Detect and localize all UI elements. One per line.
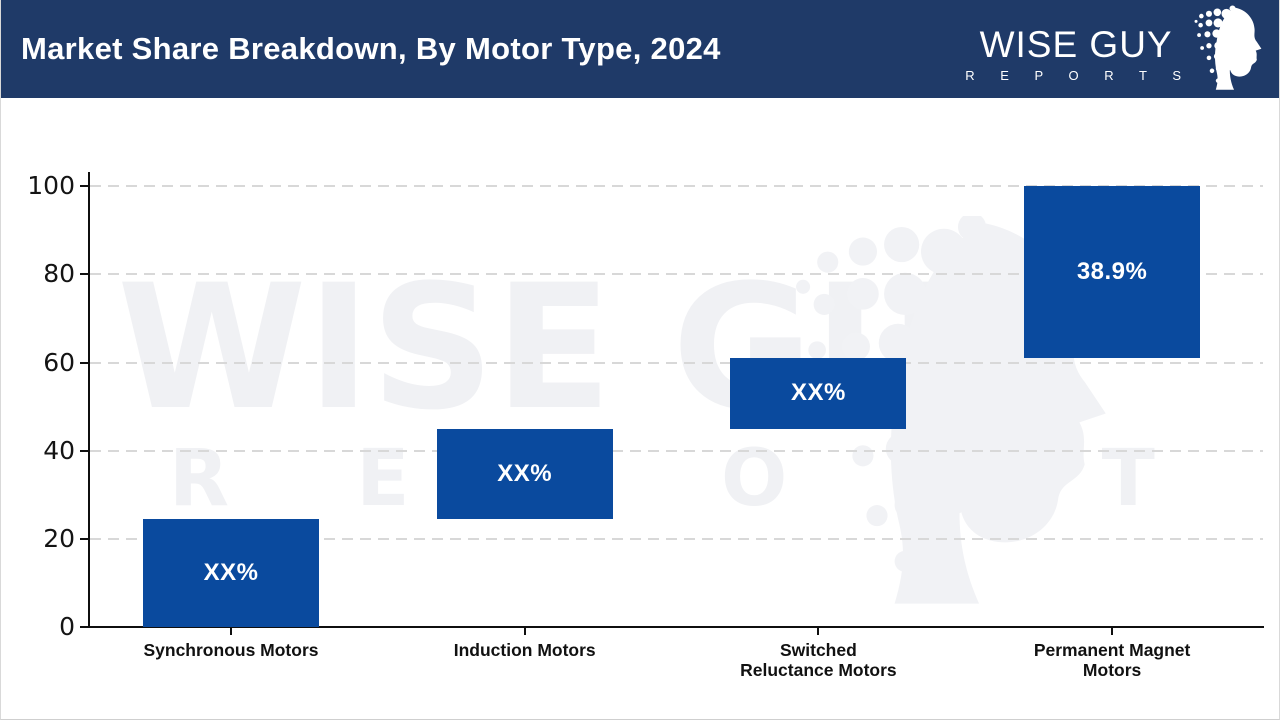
bar-segment: XX% [436, 429, 613, 520]
bar-segment: 38.9% [1024, 186, 1201, 358]
gridline [90, 537, 1263, 540]
wiseguy-logo-wordmark: WISE GUY [979, 24, 1173, 65]
y-tick-label: 20 [43, 523, 75, 553]
x-axis-spine [88, 626, 1264, 628]
wiseguy-head-icon [1193, 4, 1269, 92]
bar-segment: XX% [730, 357, 907, 430]
wiseguy-logo-reports: R E P O R T S [965, 68, 1192, 83]
bar-value-label: XX% [203, 559, 259, 587]
x-category-label: Synchronous Motors [143, 640, 319, 660]
header-bar: Market Share Breakdown, By Motor Type, 2… [1, 0, 1279, 98]
x-category-label: Induction Motors [453, 640, 596, 660]
wiseguy-logo: WISE GUY R E P O R T S [960, 4, 1269, 92]
y-axis-tick [80, 626, 88, 628]
y-tick-label: 0 [59, 612, 75, 641]
page-title: Market Share Breakdown, By Motor Type, 2… [21, 31, 721, 66]
watermark-reports-text: R E P O R T S [169, 434, 1280, 524]
wiseguy-logo-text: WISE GUY R E P O R T S [960, 26, 1192, 83]
x-axis-tick [523, 628, 526, 635]
x-category-label: Permanent Magnet Motors [1033, 640, 1191, 680]
bar-value-label: XX% [497, 460, 553, 488]
y-tick-label: 60 [43, 347, 75, 377]
bar-value-label: XX% [790, 379, 846, 407]
gridline [90, 449, 1263, 452]
x-axis-tick [1111, 628, 1114, 635]
y-tick-label: 80 [43, 259, 75, 289]
y-tick-label: 100 [27, 171, 75, 201]
gridline [90, 185, 1263, 188]
bar-segment: XX% [143, 519, 319, 627]
x-axis-tick [230, 628, 232, 635]
y-axis-tick [80, 185, 88, 188]
y-axis-tick [80, 449, 88, 452]
gridline [90, 361, 1263, 364]
gridline [90, 273, 1263, 276]
y-axis-tick [80, 273, 88, 276]
x-axis-tick [817, 628, 820, 635]
y-axis-tick [80, 361, 88, 364]
bar-value-label: 38.9% [1076, 257, 1148, 285]
y-tick-label: 40 [43, 435, 75, 465]
y-axis-spine [88, 172, 90, 628]
y-axis-tick [80, 537, 88, 540]
x-category-label: Switched Reluctance Motors [740, 640, 897, 680]
